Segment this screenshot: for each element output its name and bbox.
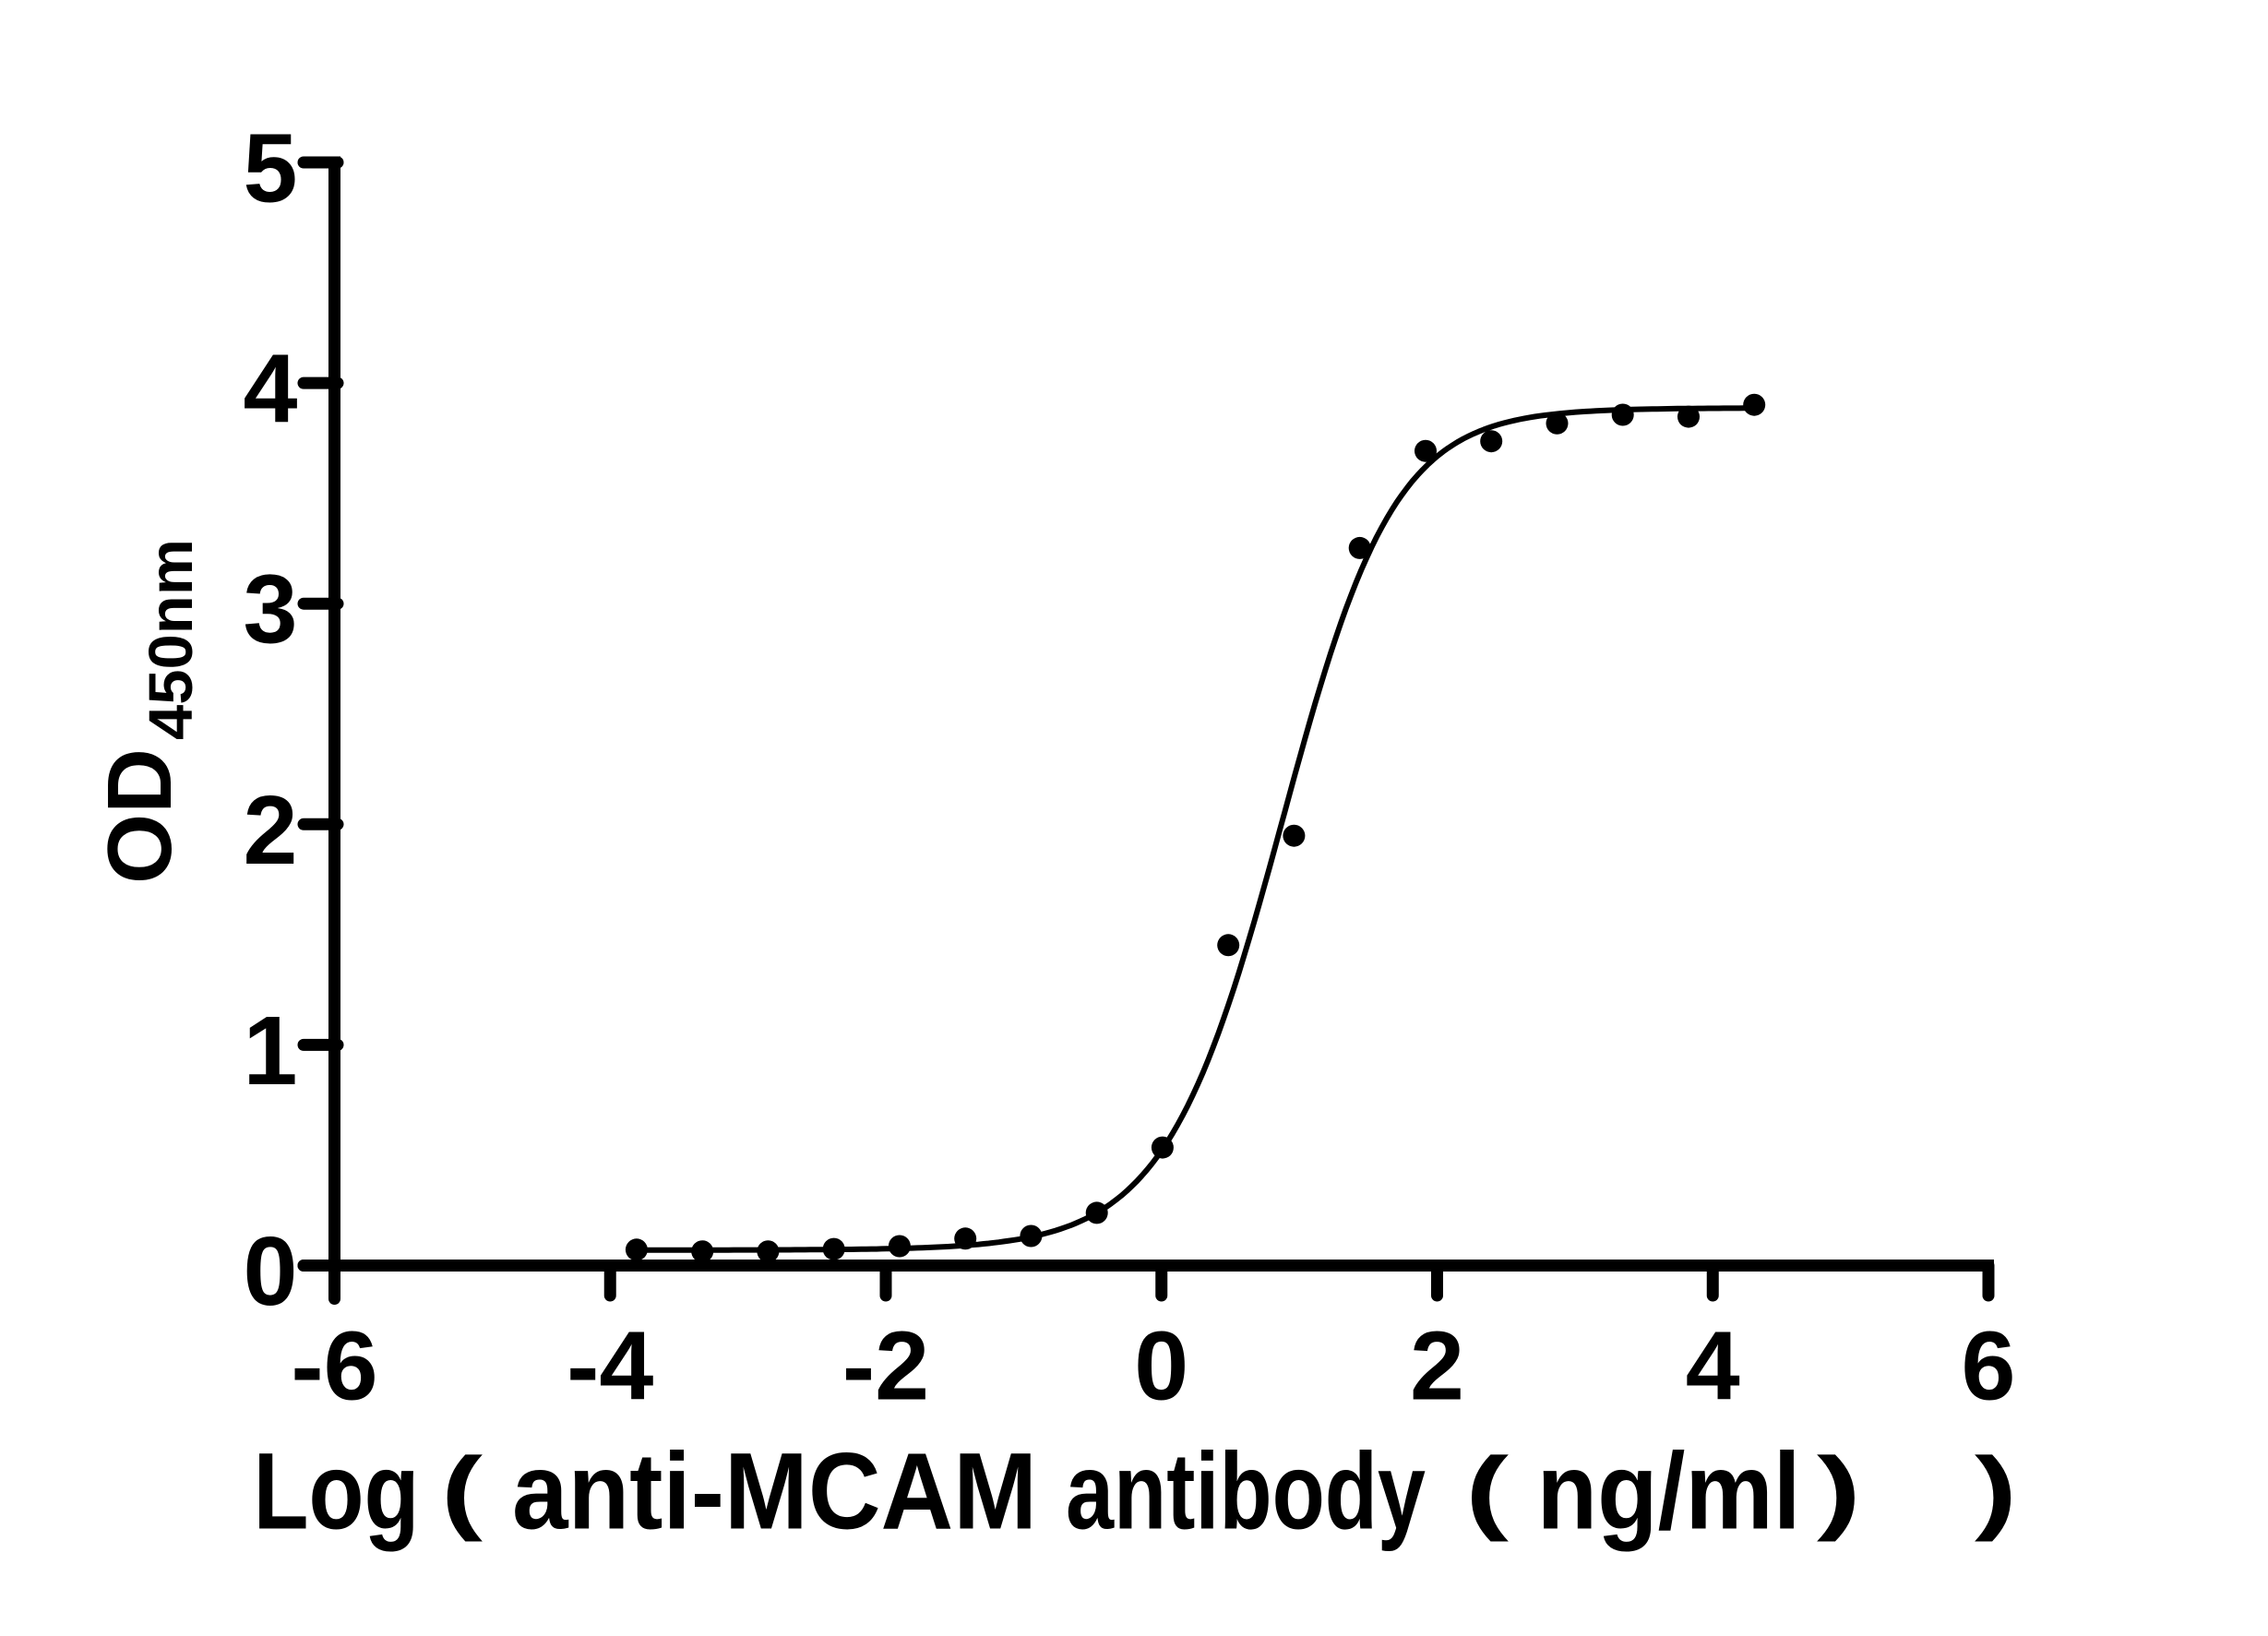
svg-text:Log: Log [254, 1431, 420, 1553]
svg-text:5: 5 [244, 114, 298, 223]
svg-text:1: 1 [244, 997, 298, 1105]
svg-text:4: 4 [244, 335, 298, 444]
svg-text:0: 0 [244, 1217, 298, 1326]
svg-text:(: ( [441, 1439, 483, 1543]
svg-text:4: 4 [1686, 1311, 1740, 1420]
svg-text:6: 6 [1962, 1311, 2016, 1420]
svg-text:): ) [1817, 1439, 1861, 1543]
svg-text:(: ( [1465, 1439, 1510, 1543]
svg-text:-4: -4 [567, 1311, 653, 1420]
svg-text:2: 2 [244, 776, 298, 885]
svg-text:ng/ml: ng/ml [1537, 1431, 1801, 1553]
svg-text:-2: -2 [842, 1311, 929, 1420]
svg-text:-6: -6 [291, 1311, 377, 1420]
svg-text:2: 2 [1410, 1311, 1464, 1420]
svg-text:0: 0 [1134, 1311, 1188, 1420]
svg-text:3: 3 [244, 555, 298, 664]
svg-text:anti-MCAM: anti-MCAM [512, 1431, 1037, 1553]
svg-text:antibody: antibody [1066, 1431, 1426, 1553]
svg-text:): ) [1975, 1439, 2017, 1543]
svg-text:OD450nm: OD450nm [89, 539, 206, 884]
